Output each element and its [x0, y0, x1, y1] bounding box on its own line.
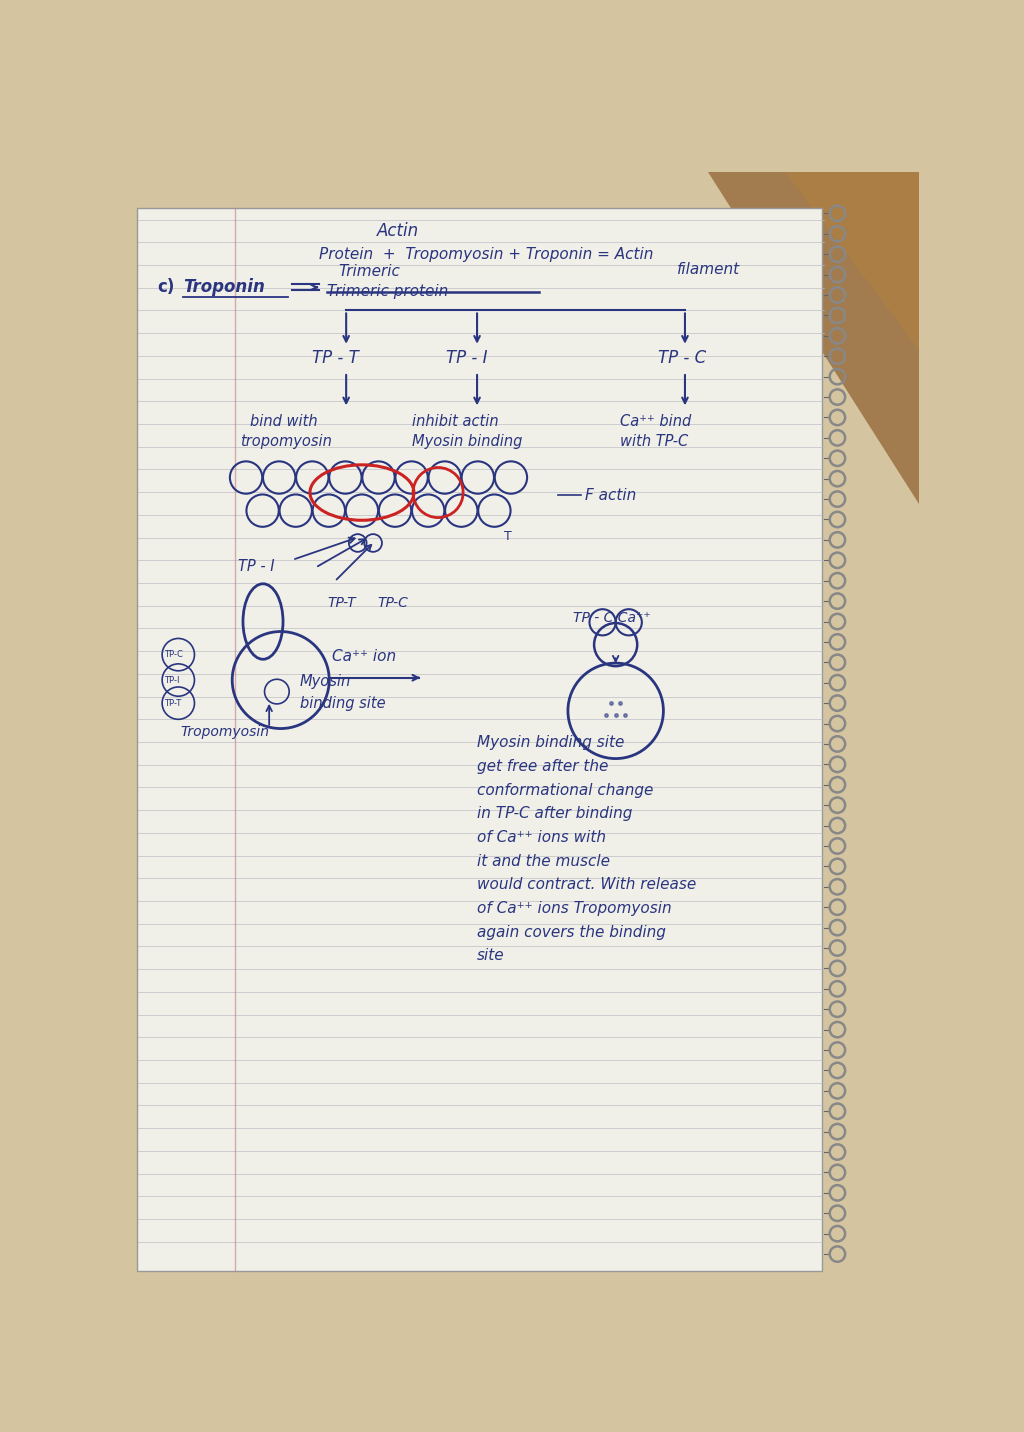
Text: TP - T: TP - T [311, 349, 358, 367]
Text: bind with: bind with [250, 414, 317, 428]
Text: TP-T: TP-T [164, 699, 181, 707]
Text: Protein  +  Tropomyosin + Troponin = Actin: Protein + Tropomyosin + Troponin = Actin [319, 246, 653, 262]
Text: filament: filament [677, 262, 740, 278]
Text: Myosin: Myosin [300, 674, 351, 689]
Text: F actin: F actin [585, 488, 636, 503]
Polygon shape [708, 172, 920, 504]
Text: Ca⁺⁺ bind: Ca⁺⁺ bind [620, 414, 691, 428]
Text: TP-C: TP-C [377, 596, 408, 610]
Text: TP - C: TP - C [658, 349, 707, 367]
Text: T: T [504, 530, 512, 543]
Text: Trimeric: Trimeric [339, 265, 400, 279]
Text: Actin: Actin [377, 222, 419, 241]
Text: Ca⁺⁺ ion: Ca⁺⁺ ion [333, 650, 396, 664]
Text: TP-C: TP-C [164, 650, 182, 659]
Text: c): c) [158, 278, 175, 296]
Text: Trimeric protein: Trimeric protein [327, 285, 449, 299]
Text: Myosin binding site
get free after the
conformational change
in TP-C after bindi: Myosin binding site get free after the c… [477, 736, 696, 964]
Text: with TP-C: with TP-C [620, 434, 688, 448]
Text: TP - C Ca⁺⁺: TP - C Ca⁺⁺ [573, 611, 651, 626]
Text: Myosin binding: Myosin binding [412, 434, 522, 448]
Text: tropomyosin: tropomyosin [240, 434, 332, 448]
Text: Troponin: Troponin [183, 278, 265, 296]
Polygon shape [785, 172, 920, 351]
Text: TP-I: TP-I [164, 676, 179, 684]
Text: TP-T: TP-T [327, 596, 355, 610]
Text: TP - I: TP - I [239, 558, 275, 574]
Text: inhibit actin: inhibit actin [412, 414, 499, 428]
Text: Tropomyosin: Tropomyosin [180, 725, 269, 739]
FancyBboxPatch shape [137, 208, 822, 1270]
Text: binding site: binding site [300, 696, 386, 710]
Text: TP - I: TP - I [446, 349, 487, 367]
